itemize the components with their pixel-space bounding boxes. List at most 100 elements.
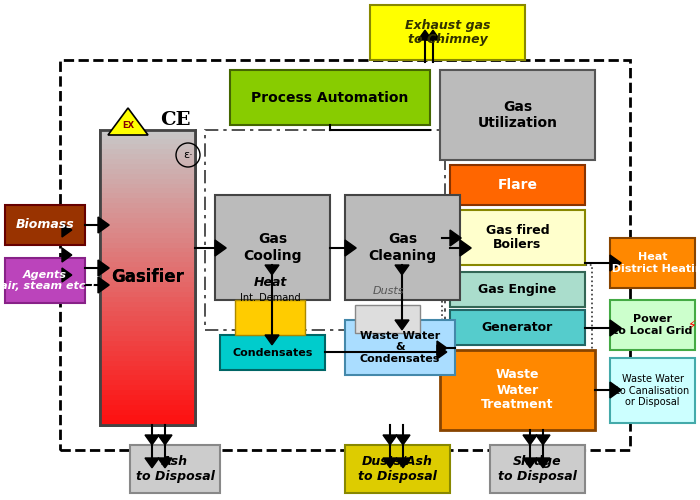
Polygon shape bbox=[610, 382, 621, 398]
Bar bbox=[100, 336, 195, 342]
Text: Int. Demand: Int. Demand bbox=[239, 293, 300, 303]
Bar bbox=[100, 267, 195, 274]
Bar bbox=[100, 272, 195, 278]
Polygon shape bbox=[62, 248, 72, 262]
Bar bbox=[100, 316, 195, 323]
Bar bbox=[5, 258, 85, 303]
Bar bbox=[345, 445, 450, 493]
Text: Waste Water
to Canalisation
or Disposal: Waste Water to Canalisation or Disposal bbox=[616, 374, 689, 407]
Text: Dusts: Dusts bbox=[372, 286, 404, 296]
Bar bbox=[100, 292, 195, 298]
Text: Heat: Heat bbox=[253, 276, 287, 289]
Bar bbox=[100, 238, 195, 244]
Bar bbox=[355, 305, 420, 333]
Text: Waste
Water
Treatment: Waste Water Treatment bbox=[482, 368, 554, 412]
Bar bbox=[100, 312, 195, 318]
Bar bbox=[100, 218, 195, 224]
Bar bbox=[215, 195, 330, 300]
Bar bbox=[220, 335, 325, 370]
Bar bbox=[235, 300, 305, 335]
Bar bbox=[100, 282, 195, 288]
Bar bbox=[205, 130, 445, 330]
Bar bbox=[100, 140, 195, 146]
Bar bbox=[230, 70, 430, 125]
Polygon shape bbox=[396, 458, 410, 468]
Bar bbox=[100, 346, 195, 352]
Polygon shape bbox=[610, 320, 621, 336]
Bar bbox=[450, 272, 585, 307]
Bar bbox=[100, 351, 195, 357]
Bar bbox=[100, 159, 195, 166]
Polygon shape bbox=[98, 277, 109, 293]
Bar bbox=[100, 370, 195, 377]
Text: Ash
to Disposal: Ash to Disposal bbox=[136, 455, 214, 483]
Polygon shape bbox=[98, 217, 109, 233]
Bar bbox=[370, 5, 525, 60]
Bar bbox=[100, 194, 195, 200]
Bar bbox=[440, 350, 595, 430]
Bar bbox=[100, 366, 195, 372]
Text: Heat
to District Heating: Heat to District Heating bbox=[595, 252, 700, 274]
Polygon shape bbox=[523, 435, 537, 445]
Bar bbox=[100, 306, 195, 313]
Text: ε·: ε· bbox=[183, 150, 193, 160]
Bar bbox=[442, 265, 592, 353]
Bar bbox=[490, 445, 585, 493]
Bar bbox=[100, 164, 195, 170]
Bar bbox=[440, 70, 595, 160]
Bar bbox=[100, 223, 195, 230]
Bar bbox=[100, 198, 195, 205]
Bar bbox=[100, 184, 195, 190]
Bar bbox=[100, 331, 195, 338]
Bar bbox=[100, 178, 195, 185]
Bar bbox=[100, 154, 195, 160]
Bar bbox=[100, 203, 195, 209]
Bar bbox=[100, 252, 195, 259]
Bar bbox=[450, 310, 585, 345]
Bar bbox=[100, 414, 195, 421]
Bar bbox=[100, 326, 195, 332]
Bar bbox=[100, 169, 195, 175]
Text: Gas
Utilization: Gas Utilization bbox=[477, 100, 557, 130]
Polygon shape bbox=[265, 335, 279, 345]
Text: Power
to Local Grid: Power to Local Grid bbox=[612, 314, 692, 336]
Bar bbox=[610, 358, 695, 423]
Text: Gas
Cleaning: Gas Cleaning bbox=[368, 232, 437, 262]
Bar bbox=[100, 258, 195, 264]
Polygon shape bbox=[437, 341, 447, 355]
Bar bbox=[100, 188, 195, 195]
Text: CE: CE bbox=[160, 111, 190, 129]
Polygon shape bbox=[418, 30, 432, 40]
Polygon shape bbox=[265, 265, 279, 275]
Polygon shape bbox=[158, 458, 172, 468]
Bar bbox=[100, 130, 195, 425]
Polygon shape bbox=[62, 268, 72, 282]
Polygon shape bbox=[396, 435, 410, 445]
Text: Condensates: Condensates bbox=[232, 348, 313, 358]
Text: Gas Engine: Gas Engine bbox=[478, 283, 556, 296]
Text: Gas fired
Boilers: Gas fired Boilers bbox=[486, 224, 550, 252]
Bar bbox=[100, 360, 195, 367]
Polygon shape bbox=[426, 30, 440, 40]
Bar bbox=[100, 380, 195, 386]
Bar bbox=[60, 60, 630, 450]
Bar bbox=[100, 144, 195, 150]
Polygon shape bbox=[158, 435, 172, 445]
Bar bbox=[100, 405, 195, 411]
Bar bbox=[5, 205, 85, 245]
Text: Exhaust gas
to Chimney: Exhaust gas to Chimney bbox=[405, 18, 490, 46]
Bar bbox=[100, 213, 195, 220]
Text: Biomass: Biomass bbox=[15, 218, 74, 232]
Bar bbox=[100, 395, 195, 402]
Bar bbox=[100, 302, 195, 308]
Bar bbox=[100, 130, 195, 136]
Bar bbox=[345, 195, 460, 300]
Bar bbox=[100, 277, 195, 283]
Bar bbox=[100, 228, 195, 234]
Bar bbox=[100, 208, 195, 214]
Bar bbox=[130, 445, 220, 493]
Text: Dusts/Ash
to Disposal: Dusts/Ash to Disposal bbox=[358, 455, 437, 483]
Polygon shape bbox=[536, 458, 550, 468]
Bar bbox=[100, 149, 195, 156]
Polygon shape bbox=[215, 240, 226, 256]
